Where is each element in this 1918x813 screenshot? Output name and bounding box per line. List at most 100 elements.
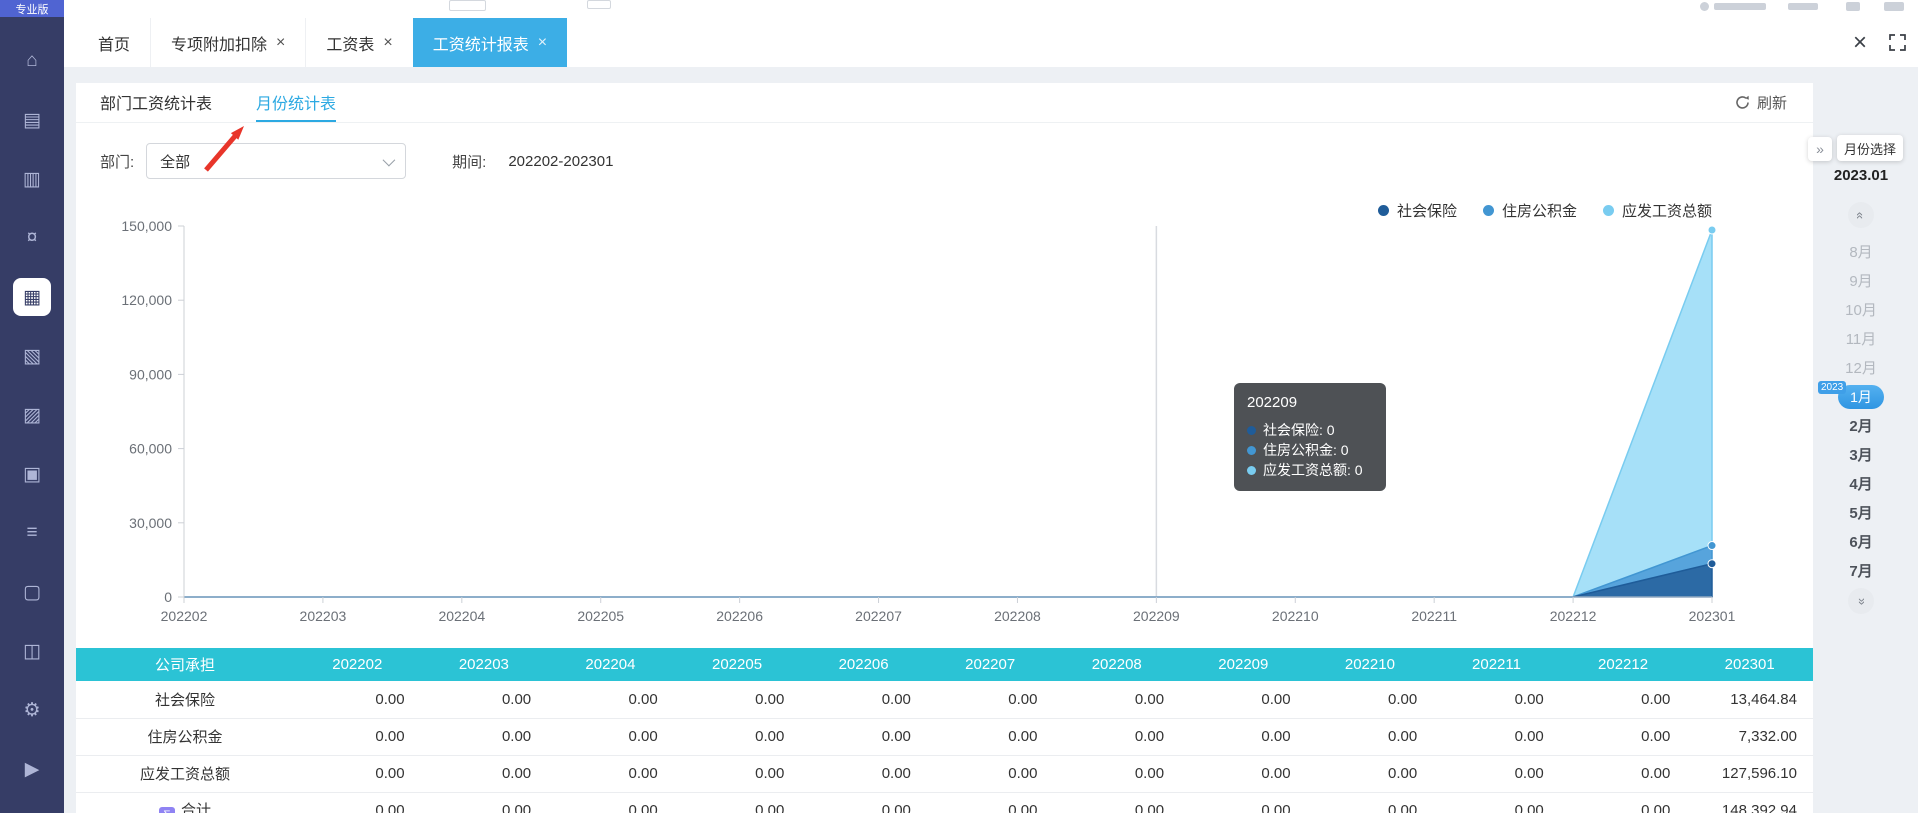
- table-body: 社会保险 0.00 0.00 0.00 0.00 0.00 0.00 0.00 0.00 0.00…: [76, 681, 1813, 813]
- month-item-7月[interactable]: 7月: [1849, 563, 1873, 580]
- close-all-tabs-icon[interactable]: ×: [1852, 28, 1867, 56]
- month-selector-panel: » 月份选择 2023.01 « 8月 9月 10月 11月 12月 2023 1月 2月 3月…: [1808, 0, 1918, 813]
- col-header: 公司承担: [76, 648, 294, 681]
- header-fragment: [449, 0, 486, 11]
- svg-text:202212: 202212: [1550, 608, 1597, 624]
- cell-value: 127,596.10: [1686, 755, 1813, 793]
- settings-icon[interactable]: ⚙: [23, 699, 41, 721]
- statement-icon[interactable]: ▧: [23, 345, 41, 367]
- chart-area: 0 30,000 60,000 90,000 120,000 150,000 202202 2…: [76, 218, 1813, 630]
- subtab-monthly[interactable]: 月份统计表: [256, 83, 337, 122]
- tooltip-text: 社会保险: 0: [1263, 422, 1335, 438]
- cell-value: 0.00: [1306, 755, 1434, 793]
- col-header: 202202: [294, 648, 421, 681]
- month-item-3月[interactable]: 3月: [1849, 447, 1873, 464]
- month-item-1月[interactable]: 2023 1月: [1813, 381, 1909, 411]
- cell-value: 0.00: [1053, 718, 1181, 756]
- inventory-icon[interactable]: ▨: [23, 404, 41, 426]
- edition-badge: 专业版: [0, 0, 64, 17]
- cashier-icon[interactable]: ¤: [26, 227, 38, 248]
- col-header: 202205: [673, 648, 801, 681]
- month-item-8月[interactable]: 8月: [1849, 244, 1873, 261]
- cell-value: 0.00: [1053, 681, 1181, 719]
- series-dot-icon: [1247, 465, 1256, 475]
- department-select[interactable]: 全部: [146, 143, 407, 179]
- month-item-11月[interactable]: 11月: [1845, 331, 1877, 348]
- collapse-panel-icon[interactable]: »: [1808, 137, 1832, 161]
- checkout-icon[interactable]: ▢: [23, 581, 41, 603]
- summary-table: 公司承担 202202 202203 202204 202205 202206 202207…: [76, 648, 1813, 813]
- tab-专项附加扣除[interactable]: 专项附加扣除 ×: [150, 18, 305, 67]
- tooltip-rows: 社会保险: 0 住房公积金: 0 应发工资总额: 0: [1247, 420, 1373, 480]
- fixed-assets-icon[interactable]: ▣: [23, 463, 41, 485]
- cell-value: 0.00: [673, 681, 801, 719]
- month-item-12月[interactable]: 12月: [1845, 360, 1877, 377]
- col-header: 202204: [547, 648, 674, 681]
- month-item-10月[interactable]: 10月: [1845, 302, 1877, 319]
- scroll-down-button[interactable]: «: [1848, 588, 1874, 614]
- tutorial-video-icon[interactable]: ▶: [24, 758, 40, 780]
- cell-value: 0.00: [1559, 755, 1687, 793]
- legend-label: 住房公积金: [1501, 203, 1577, 220]
- col-header: 202210: [1306, 648, 1434, 681]
- invoice-icon[interactable]: ▦: [13, 278, 51, 316]
- svg-text:202208: 202208: [994, 608, 1041, 624]
- report-chart-icon[interactable]: ▥: [23, 168, 41, 190]
- svg-text:202202: 202202: [161, 608, 208, 624]
- legend-item-应发工资总额[interactable]: 应发工资总额: [1602, 200, 1712, 221]
- header-fragment: [1846, 2, 1860, 11]
- cell-value: 13,464.84: [1686, 681, 1813, 719]
- legend-item-社会保险[interactable]: 社会保险: [1377, 200, 1457, 221]
- col-header: 202208: [1053, 648, 1181, 681]
- cell-value: 0.00: [673, 755, 801, 793]
- ledger-icon[interactable]: ≡: [26, 522, 38, 543]
- home-icon[interactable]: ⌂: [26, 50, 38, 71]
- double-chevron-up-icon: «: [1853, 211, 1869, 219]
- month-item-9月[interactable]: 9月: [1849, 273, 1873, 290]
- tab-close-icon[interactable]: ×: [383, 33, 393, 51]
- tab-工资表[interactable]: 工资表 ×: [305, 18, 412, 67]
- month-item-6月[interactable]: 6月: [1849, 534, 1873, 551]
- svg-text:0: 0: [164, 589, 172, 605]
- header-fragment: [1714, 3, 1766, 10]
- month-item-4月[interactable]: 4月: [1849, 476, 1873, 493]
- voucher-icon[interactable]: ▤: [23, 109, 41, 131]
- sidebar: 专业版 ⌂ ▤ ▥ ¤ ▦ ▧ ▨ ▣ ≡ ▢ ◫ ⚙ ▶ V: [0, 0, 64, 813]
- cell-value: 0.00: [1559, 792, 1687, 813]
- tab-工资统计报表[interactable]: 工资统计报表 ×: [412, 18, 568, 67]
- row-label: 合计: [180, 801, 211, 813]
- svg-text:202204: 202204: [438, 608, 485, 624]
- legend-dot-icon: [1377, 205, 1389, 216]
- tooltip-row: 应发工资总额: 0: [1247, 460, 1373, 480]
- scroll-up-button[interactable]: «: [1848, 202, 1874, 228]
- filter-row: 部门: 全部 期间: 202202-202301: [76, 123, 1813, 187]
- salary-chart[interactable]: 0 30,000 60,000 90,000 120,000 150,000 202202 2…: [76, 218, 1813, 630]
- tab-首页[interactable]: 首页: [78, 18, 150, 67]
- row-label: 应发工资总额: [139, 766, 230, 783]
- cell-value: 0.00: [1306, 718, 1434, 756]
- fullscreen-icon[interactable]: [1889, 34, 1906, 51]
- cell-value: 0.00: [1180, 718, 1307, 756]
- tooltip-row: 住房公积金: 0: [1247, 440, 1373, 460]
- tab-close-icon[interactable]: ×: [537, 33, 548, 51]
- cell-value: 0.00: [547, 718, 674, 756]
- col-header: 202301: [1686, 648, 1813, 681]
- refresh-button[interactable]: 刷新: [1735, 83, 1787, 122]
- month-item-5月[interactable]: 5月: [1849, 505, 1873, 522]
- contacts-icon[interactable]: ◫: [23, 640, 41, 662]
- cell-value: 0.00: [1433, 792, 1560, 813]
- header-fragment: [1788, 3, 1818, 10]
- period-value[interactable]: 202202-202301: [508, 152, 614, 170]
- cell-value: 0.00: [800, 681, 927, 719]
- brand-v-icon[interactable]: V: [0, 809, 64, 813]
- svg-text:120,000: 120,000: [121, 292, 172, 308]
- row-label: 住房公积金: [147, 729, 223, 746]
- cell-value: 0.00: [1433, 755, 1560, 793]
- legend-item-住房公积金[interactable]: 住房公积金: [1482, 200, 1577, 221]
- legend-dot-icon: [1602, 205, 1614, 216]
- tab-close-icon[interactable]: ×: [276, 33, 286, 51]
- tooltip-text: 应发工资总额: 0: [1263, 462, 1363, 478]
- subtab-department-salary[interactable]: 部门工资统计表: [100, 95, 213, 113]
- cell-value: 0.00: [926, 792, 1054, 813]
- month-item-2月[interactable]: 2月: [1849, 418, 1873, 435]
